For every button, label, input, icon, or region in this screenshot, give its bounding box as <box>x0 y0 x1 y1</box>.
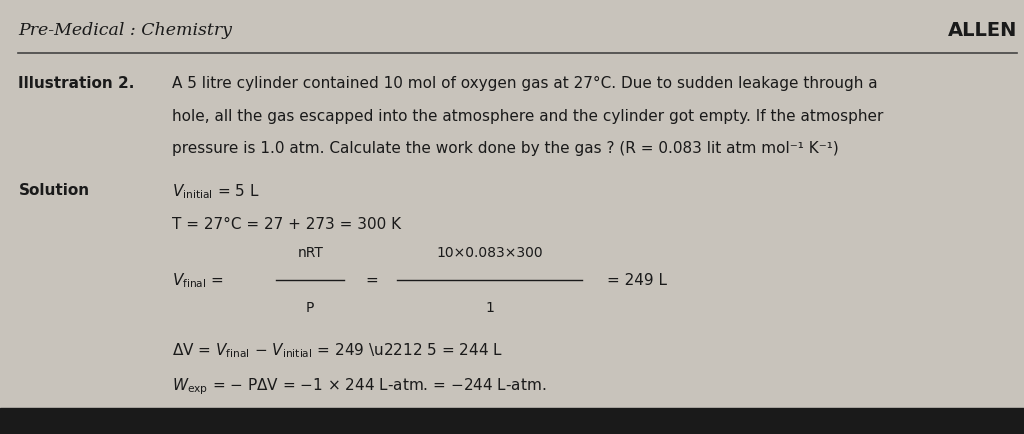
Text: Pre-Medical : Chemistry: Pre-Medical : Chemistry <box>18 22 232 39</box>
Bar <box>0 408 1024 434</box>
Text: $\Delta$V = $V_{\mathrm{final}}$ $-$ $V_{\mathrm{initial}}$ = 249 \u2212 5 = 244: $\Delta$V = $V_{\mathrm{final}}$ $-$ $V_… <box>172 341 504 359</box>
Text: pressure is 1.0 atm. Calculate the work done by the gas ? (R = 0.083 lit atm mol: pressure is 1.0 atm. Calculate the work … <box>172 141 839 156</box>
Text: = 249 L: = 249 L <box>607 273 668 287</box>
Text: Solution: Solution <box>18 182 89 197</box>
Text: 10×0.083×300: 10×0.083×300 <box>436 245 543 259</box>
Text: T = 27°C = 27 + 273 = 300 K: T = 27°C = 27 + 273 = 300 K <box>172 217 401 232</box>
Text: P: P <box>306 301 314 315</box>
Text: $V_{\mathrm{final}}$ =: $V_{\mathrm{final}}$ = <box>172 271 224 289</box>
Text: nRT: nRT <box>297 245 324 259</box>
Text: A 5 litre cylinder contained 10 mol of oxygen gas at 27°C. Due to sudden leakage: A 5 litre cylinder contained 10 mol of o… <box>172 76 878 91</box>
Text: $W_{\mathrm{exp}}$ = − PΔV = −1 × 244 L-atm. = −244 L-atm.: $W_{\mathrm{exp}}$ = − PΔV = −1 × 244 L-… <box>172 375 547 396</box>
Text: ALLEN: ALLEN <box>947 21 1017 40</box>
Text: 1: 1 <box>485 301 494 315</box>
Text: =: = <box>366 273 378 287</box>
Text: hole, all the gas escapped into the atmosphere and the cylinder got empty. If th: hole, all the gas escapped into the atmo… <box>172 108 884 123</box>
Text: $V_{\mathrm{initial}}$ = 5 L: $V_{\mathrm{initial}}$ = 5 L <box>172 182 260 201</box>
Text: Illustration 2.: Illustration 2. <box>18 76 135 91</box>
